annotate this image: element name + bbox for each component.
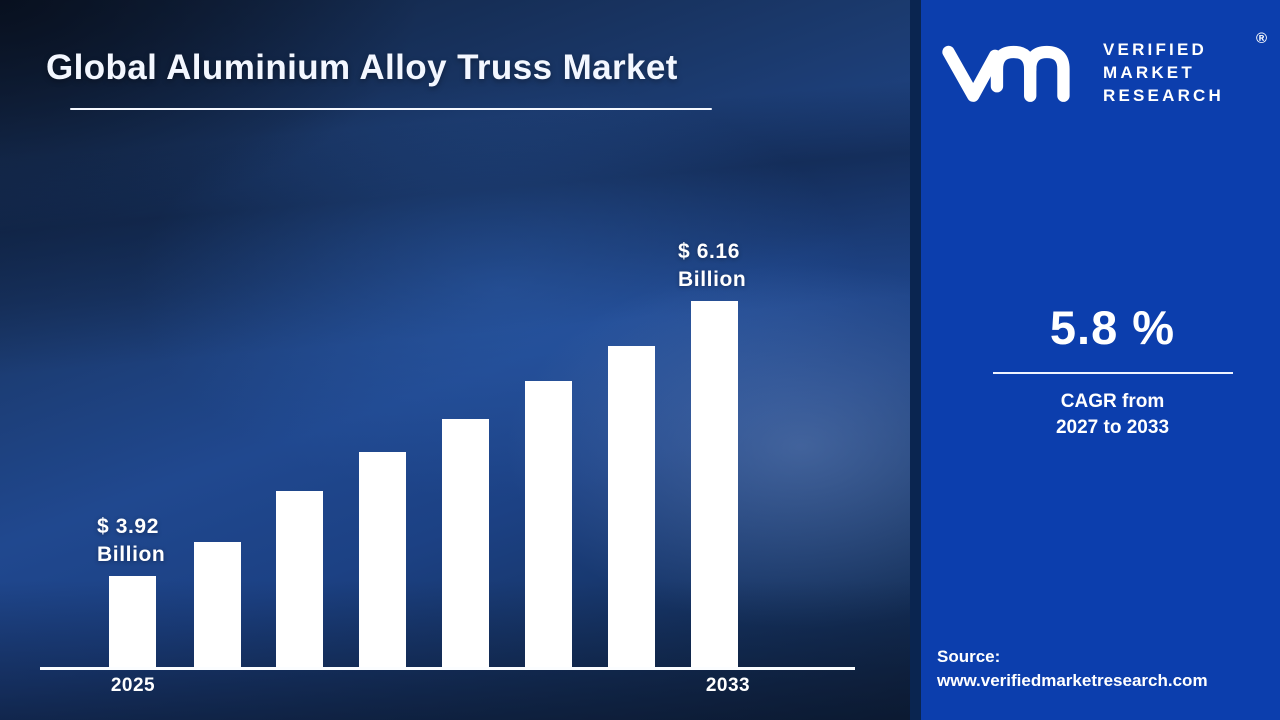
cagr-stat: 5.8 % CAGR from 2027 to 2033 [933,300,1280,441]
cagr-caption-line1: CAGR from [1060,391,1165,412]
last-value-line2: Billion [678,268,747,291]
chart-bar-2025 [109,576,156,669]
x-tick-2025: 2025 [110,675,156,696]
cagr-value: 5.8 % [1049,301,1176,354]
registered-trademark-icon: ® [1255,30,1267,47]
brand-line-verified: VERIFIED [1103,40,1208,59]
chart-bar-2033 [691,301,738,669]
stat-panel: VERIFIED MARKET RESEARCH ® 5.8 % CAGR fr… [921,0,1280,720]
brand-line-research: RESEARCH [1103,86,1225,105]
chart-bar-col-5 [442,419,489,669]
chart-bar-col-3 [276,491,323,669]
vmr-monogram-icon [942,45,1070,102]
stat-divider [992,372,1233,374]
brand-text: VERIFIED MARKET RESEARCH [1103,34,1224,108]
vmr-logo: VERIFIED MARKET RESEARCH [939,34,1224,108]
cagr-caption-line2: 2027 to 2033 [1055,417,1170,438]
chart-bar-col-4 [359,452,406,669]
x-axis-line [40,667,855,670]
chart-bar-col-2 [194,542,241,669]
source-url[interactable]: www.verifiedmarketresearch.com [937,671,1208,690]
chart-bar-col-6 [525,381,572,669]
chart-bar-col-7 [608,346,655,669]
brand-line-market: MARKET [1103,63,1195,82]
first-value-label: $ 3.92 Billion [97,513,165,569]
source-label: Source: [937,647,1001,666]
last-value-label: $ 6.16 Billion [678,238,746,294]
first-value-line1: $ 3.92 [97,515,159,538]
x-tick-2033: 2033 [705,675,751,696]
cagr-caption: CAGR from 2027 to 2033 [933,389,1280,441]
source-block: Source: www.verifiedmarketresearch.com [937,645,1208,694]
panel-separator [910,0,921,720]
first-value-line2: Billion [97,543,166,566]
bar-chart: $ 3.92 Billion $ 6.16 Billion 2025 2033 [40,229,855,696]
last-value-line1: $ 6.16 [678,240,740,263]
title-underline [70,108,712,110]
page-title: Global Aluminium Alloy Truss Market [46,48,678,87]
